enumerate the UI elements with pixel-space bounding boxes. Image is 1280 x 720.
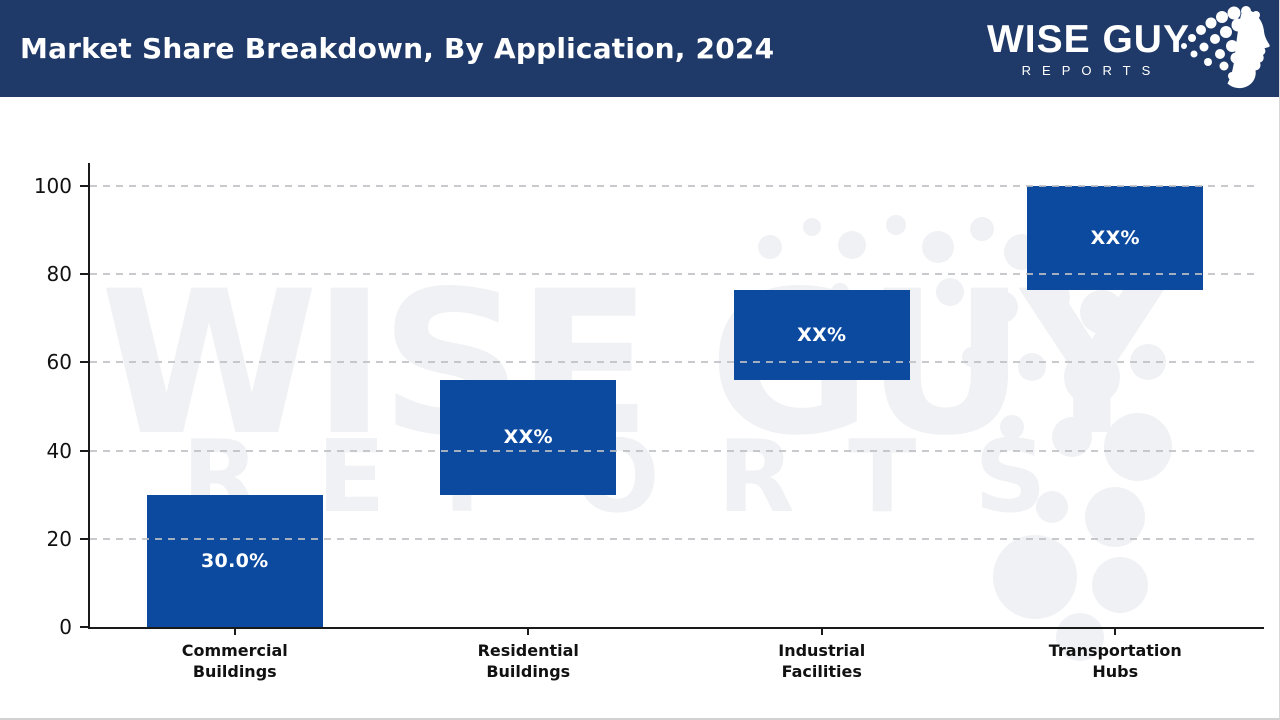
x-tick — [527, 627, 530, 635]
plot-area — [88, 163, 1264, 629]
gridline-40 — [90, 449, 1260, 452]
page-title: Market Share Breakdown, By Application, … — [20, 32, 775, 65]
x-axis-label: Residential Buildings — [477, 641, 579, 681]
x-axis-label: Transportation Hubs — [1048, 641, 1182, 681]
bar-segment-2: XX% — [440, 380, 617, 495]
bar-value-label: XX% — [797, 323, 847, 346]
gridline-60 — [90, 361, 1260, 364]
y-tick-label: 20 — [46, 526, 72, 551]
gridline-20 — [90, 537, 1260, 540]
x-tick — [820, 627, 823, 635]
y-tick-label: 100 — [33, 174, 72, 198]
bar-segment-3: XX% — [733, 289, 910, 381]
bar-value-label: 30.0% — [201, 549, 269, 572]
x-axis-label: Industrial Facilities — [778, 641, 866, 681]
y-tick — [80, 185, 88, 187]
y-tick-label: 80 — [46, 262, 72, 287]
y-tick-label: 40 — [46, 438, 72, 463]
logo-brand-subtitle: REPORTS — [1021, 63, 1162, 78]
chart-area: WISE GUY REPORTS 0 20 40 60 80 100 30.0% Commer… — [0, 97, 1279, 718]
bar-segment-1: 30.0% — [146, 494, 323, 627]
gridline-100 — [90, 185, 1260, 187]
y-tick — [80, 273, 88, 276]
logo-brand-name: WISE GUY — [986, 18, 1190, 61]
gridline-80 — [90, 273, 1260, 276]
logo-face-icon — [1181, 6, 1270, 89]
x-tick — [1114, 627, 1117, 635]
y-tick — [80, 537, 88, 540]
y-tick-label: 60 — [46, 350, 72, 375]
x-axis-label: Commercial Buildings — [181, 641, 288, 681]
wiseguy-logo-text: WISE GUY REPORTS — [987, 20, 1190, 78]
header: Market Share Breakdown, By Application, … — [0, 0, 1279, 97]
wiseguy-logo: WISE GUY REPORTS — [987, 4, 1272, 94]
y-tick — [80, 449, 88, 452]
bar-value-label: XX% — [503, 426, 553, 449]
y-tick — [80, 626, 88, 628]
y-tick-label: 0 — [59, 615, 72, 639]
y-tick — [80, 361, 88, 364]
bar-value-label: XX% — [1090, 226, 1140, 249]
x-tick — [233, 627, 236, 635]
